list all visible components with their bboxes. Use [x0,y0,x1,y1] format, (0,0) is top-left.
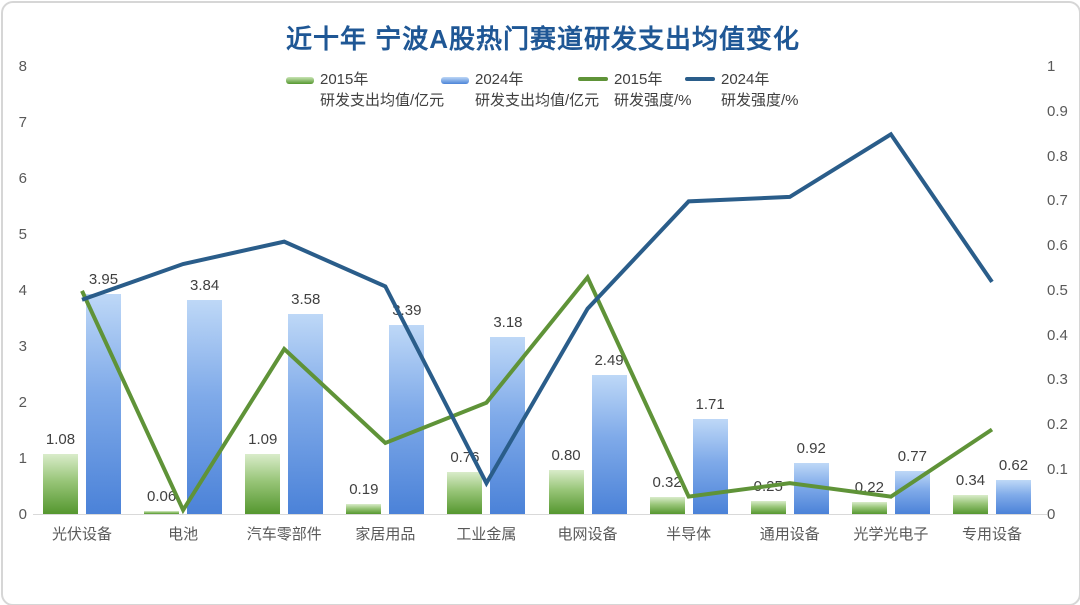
right-axis-tick: 0.9 [1047,102,1068,120]
bar-value-label: 3.84 [190,276,220,294]
legend-item-line-green: 2015年 研发强度/% [578,69,692,111]
bar-2015 [144,511,180,515]
right-axis-tick: 0.4 [1047,326,1068,344]
bar-value-label: 3.18 [493,313,523,331]
bar-value-label: 1.08 [45,431,76,449]
right-axis-tick: 0.5 [1047,281,1068,299]
legend-label: 2024年 研发强度/% [721,71,799,109]
bar-2015 [346,503,382,515]
bar-blue-swatch-icon [441,77,469,84]
bar-value-label: 1.71 [695,395,725,413]
category-label: 电池 [168,526,199,543]
bar-2024 [389,324,425,515]
bar-2024 [894,471,930,515]
category-label: 光伏设备 [51,526,112,543]
bar-value-label: 0.92 [796,440,826,458]
right-axis-tick: 0.8 [1047,147,1068,165]
category-label: 通用设备 [759,526,820,543]
right-axis-tick: 0.6 [1047,237,1068,255]
bar-2024 [793,463,829,515]
left-axis-tick: 8 [18,58,27,76]
legend-label: 2015年 研发强度/% [614,71,692,109]
bar-2024 [995,479,1031,515]
left-axis-tick: 4 [18,281,27,299]
right-axis-tick: 0.2 [1047,416,1068,434]
legend-label: 2024年 研发支出均值/亿元 [475,71,600,109]
bar-value-label: 3.39 [392,301,422,319]
right-axis-tick: 0.3 [1047,371,1068,389]
legend-item-line-blue: 2024年 研发强度/% [685,69,799,111]
bar-value-label: 0.19 [349,480,379,498]
bar-value-label: 0.32 [652,473,682,491]
left-axis-tick: 6 [18,170,27,188]
bar-value-label: 3.95 [88,270,119,288]
bar-2015 [649,496,685,515]
bar-2024 [288,314,324,515]
left-axis-tick: 2 [18,393,27,411]
bar-2024 [591,375,627,515]
legend-item-bar-green: 2015年 研发支出均值/亿元 [286,69,444,111]
category-label: 半导体 [666,526,712,543]
bar-value-label: 0.80 [551,446,581,464]
right-axis-tick: 0.7 [1047,192,1068,210]
bar-value-label: 0.76 [450,449,480,467]
bar-value-label: 0.22 [854,479,884,497]
right-axis-tick: 0.1 [1047,460,1068,478]
bar-value-label: 2.49 [594,352,624,370]
category-label: 专用设备 [961,526,1022,543]
right-axis-tick: 0 [1047,505,1056,523]
bar-2015 [43,454,78,515]
line-green-swatch-icon [578,77,608,81]
bar-value-label: 0.62 [998,456,1029,474]
bar-2015 [245,453,281,515]
x-axis-line [33,514,1047,515]
bar-2015 [750,500,786,515]
bar-2024 [187,299,223,515]
bar-green-swatch-icon [286,77,314,84]
bar-value-label: 0.77 [897,448,927,466]
bar-2015 [851,502,887,515]
left-axis-tick: 0 [18,505,27,523]
category-label: 工业金属 [456,526,517,543]
left-axis-tick: 3 [18,337,27,355]
category-label: 汽车零部件 [246,526,322,543]
category-label: 光学光电子 [853,526,929,543]
bar-value-label: 0.25 [753,477,783,495]
bar-value-label: 3.58 [291,291,321,309]
bar-2015 [447,472,483,515]
bar-2015 [952,495,988,515]
bar-2024 [692,418,728,515]
category-label: 电网设备 [557,526,618,543]
bar-value-label: 0.06 [147,488,177,506]
bar-value-label: 1.09 [248,430,278,448]
bar-value-label: 0.34 [955,472,986,490]
left-axis-tick: 5 [18,226,27,243]
right-axis-tick: 1 [1047,58,1056,76]
chart-title: 近十年 宁波A股热门赛道研发支出均值变化 [285,24,800,54]
category-label: 家居用品 [355,526,416,543]
legend-item-bar-blue: 2024年 研发支出均值/亿元 [441,69,599,111]
line-blue-swatch-icon [685,77,715,81]
legend-label: 2015年 研发支出均值/亿元 [320,71,445,109]
left-axis-tick: 1 [18,449,27,467]
left-axis-tick: 7 [18,114,27,132]
bar-2024 [490,336,526,515]
bar-2024 [86,293,121,515]
bar-2015 [548,469,584,515]
